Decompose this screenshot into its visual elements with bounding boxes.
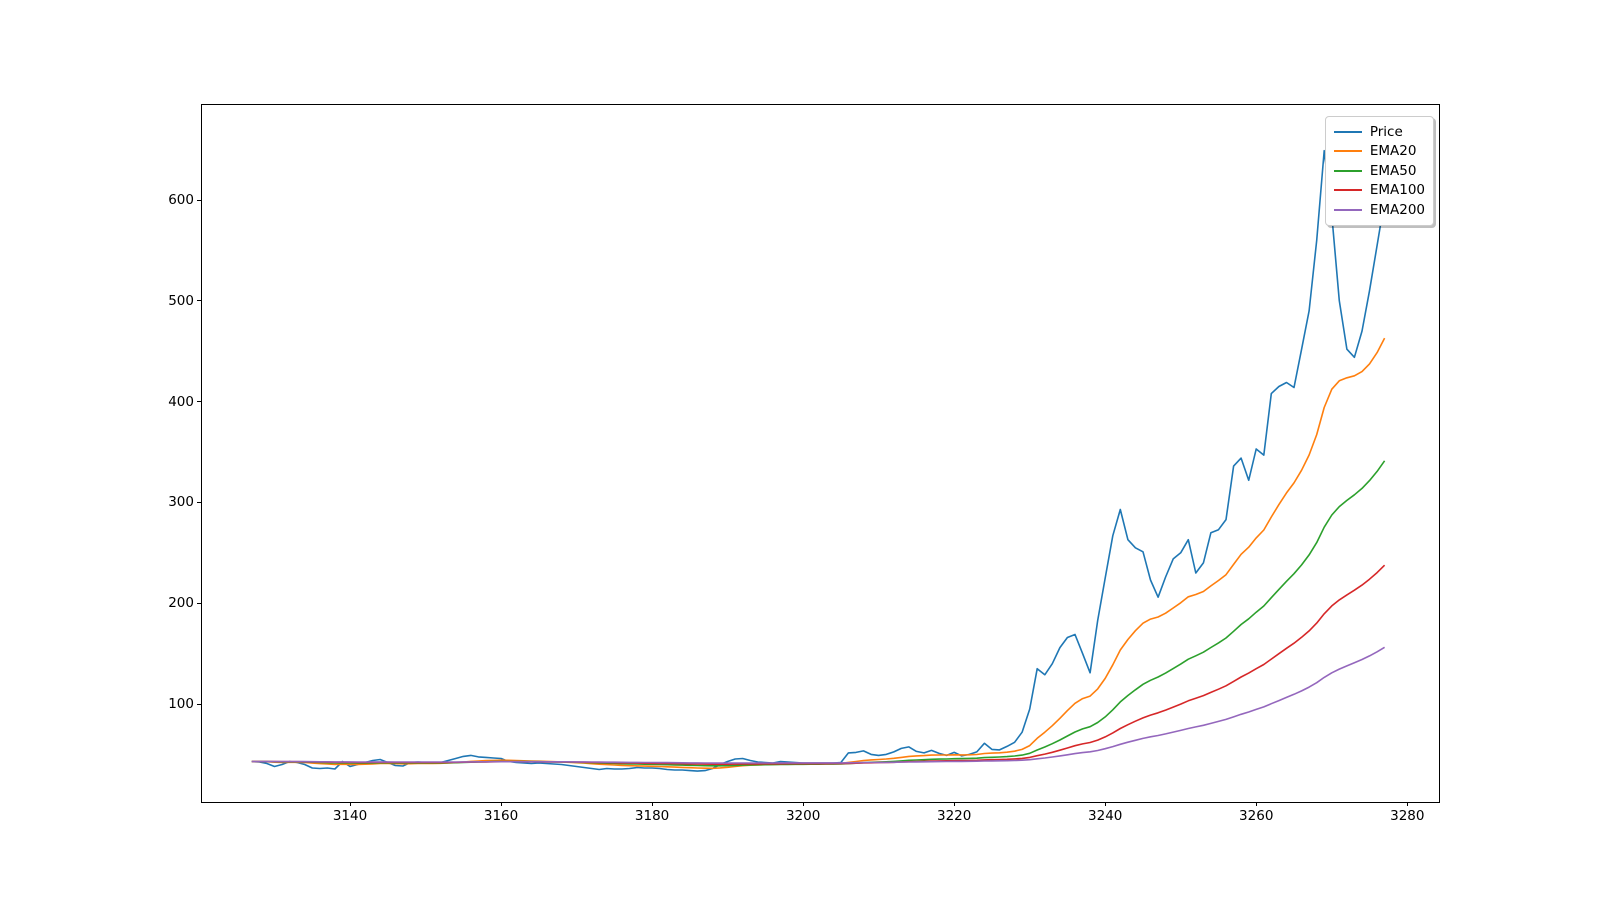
y-tick-mark (197, 300, 201, 302)
legend-item-ema50: EMA50 (1333, 161, 1425, 181)
x-tick-label: 3280 (1390, 808, 1425, 824)
x-tick-mark (1406, 802, 1408, 806)
x-tick-mark (953, 802, 955, 806)
y-tick-label: 100 (168, 696, 194, 713)
y-tick-mark (197, 703, 201, 705)
ema100-line (251, 564, 1386, 766)
y-tick-mark (197, 501, 201, 503)
ema20-line-swatch (1333, 150, 1362, 153)
y-tick-label: 600 (168, 192, 194, 209)
x-tick-mark (500, 802, 502, 806)
x-tick-label: 3200 (785, 808, 821, 824)
x-tick-mark (1104, 802, 1106, 806)
plot-area: Price EMA20 EMA50 EMA100 EMA200 (201, 104, 1440, 803)
x-tick-label: 3160 (483, 808, 519, 824)
ema200-line-swatch (1333, 208, 1362, 211)
price-line-swatch (1333, 130, 1362, 133)
x-tick-label: 3140 (332, 808, 368, 824)
ema200-line (251, 646, 1386, 764)
y-tick-mark (197, 401, 201, 403)
legend-item-ema20: EMA20 (1333, 142, 1425, 162)
ema50-line (251, 460, 1386, 767)
legend-label-price: Price (1369, 123, 1403, 140)
ema20-line (251, 337, 1386, 770)
x-tick-label: 3260 (1239, 808, 1274, 824)
legend-label-ema20: EMA20 (1369, 143, 1417, 160)
legend: Price EMA20 EMA50 EMA100 EMA200 (1324, 116, 1434, 226)
x-tick-mark (802, 802, 804, 806)
legend-item-ema100: EMA100 (1333, 181, 1425, 201)
x-tick-label: 3180 (634, 808, 670, 824)
x-tick-mark (651, 802, 653, 806)
y-tick-mark (197, 602, 201, 604)
legend-label-ema200: EMA200 (1369, 201, 1425, 218)
x-tick-label: 3220 (936, 808, 972, 824)
x-tick-mark (1255, 802, 1257, 806)
legend-item-price: Price (1333, 122, 1425, 142)
ema50-line-swatch (1333, 169, 1362, 172)
x-tick-label: 3240 (1088, 808, 1123, 824)
legend-label-ema50: EMA50 (1369, 162, 1417, 179)
ema100-line-swatch (1333, 189, 1362, 192)
y-tick-label: 300 (168, 494, 194, 511)
chart-canvas (251, 149, 1386, 772)
y-tick-mark (197, 199, 201, 201)
legend-item-ema200: EMA200 (1333, 200, 1425, 220)
legend-label-ema100: EMA100 (1369, 182, 1425, 199)
x-tick-mark (349, 802, 351, 806)
y-tick-label: 500 (168, 292, 194, 309)
price-line (251, 149, 1386, 772)
y-tick-label: 400 (168, 393, 194, 410)
y-tick-label: 200 (168, 595, 194, 612)
